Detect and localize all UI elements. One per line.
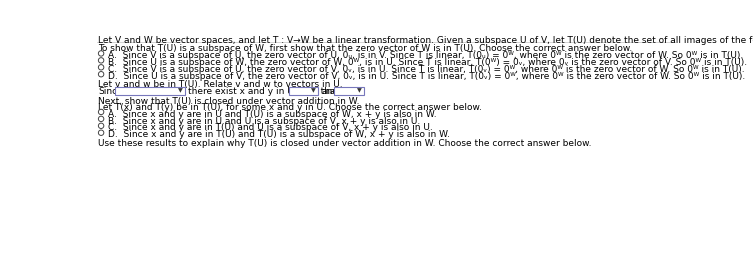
Circle shape — [99, 130, 104, 135]
Text: ▼: ▼ — [357, 89, 361, 94]
Text: Since: Since — [98, 87, 123, 96]
Circle shape — [99, 116, 104, 122]
Text: Let T(x) and T(y) be in T(U), for some x and y in U. Choose the correct answer b: Let T(x) and T(y) be in T(U), for some x… — [98, 103, 482, 113]
Text: Let V and W be vector spaces, and let T : V→W be a linear transformation. Given : Let V and W be vector spaces, and let T … — [98, 36, 753, 45]
Text: To show that T(U) is a subspace of W, first show that the zero vector of W is in: To show that T(U) is a subspace of W, fi… — [98, 44, 633, 53]
FancyBboxPatch shape — [115, 87, 184, 95]
Text: B.  Since U is a subspace of W, the zero vector of W, 0ᵂ, is in U. Since T is li: B. Since U is a subspace of W, the zero … — [108, 58, 747, 67]
Text: ▼: ▼ — [178, 89, 182, 94]
Circle shape — [99, 123, 104, 128]
Circle shape — [99, 109, 104, 115]
Circle shape — [99, 72, 104, 77]
Text: Use these results to explain why T(U) is closed under vector addition in W. Choo: Use these results to explain why T(U) is… — [98, 139, 592, 148]
Text: A.  Since V is a subspace of U, the zero vector of U, 0ᵤ, is in V. Since T is li: A. Since V is a subspace of U, the zero … — [108, 51, 743, 60]
Text: ▼: ▼ — [311, 89, 316, 94]
Text: A.  Since x and y are in U and T(U) is a subspace of W, x + y is also in W.: A. Since x and y are in U and T(U) is a … — [108, 110, 437, 119]
Text: Next, show that T(U) is closed under vector addition in W.: Next, show that T(U) is closed under vec… — [98, 97, 359, 106]
FancyBboxPatch shape — [288, 87, 318, 95]
Text: C.  Since V is a subspace of U, the zero vector of V, 0ᵥ, is in U. Since T is li: C. Since V is a subspace of U, the zero … — [108, 65, 745, 74]
Circle shape — [99, 51, 104, 56]
Text: and: and — [322, 87, 338, 96]
Text: D.  Since x and y are in T(U) and T(U) is a subspace of W, x + y is also in W.: D. Since x and y are in T(U) and T(U) is… — [108, 131, 450, 140]
Text: D.  Since U is a subspace of V, the zero vector of V, 0ᵥ, is in U. Since T is li: D. Since U is a subspace of V, the zero … — [108, 72, 745, 81]
FancyBboxPatch shape — [334, 87, 364, 95]
Text: C.  Since x and y are in T(U) and U is a subspace of V, x + y is also in U.: C. Since x and y are in T(U) and U is a … — [108, 123, 433, 132]
Text: B.  Since x and y are in U and U is a subspace of V, x + y is also in U.: B. Since x and y are in U and U is a sub… — [108, 117, 420, 126]
Text: there exist x and y in U such that: there exist x and y in U such that — [188, 87, 339, 96]
Text: Let v and w be in T(U). Relate v and w to vectors in U.: Let v and w be in T(U). Relate v and w t… — [98, 81, 343, 89]
Circle shape — [99, 58, 104, 63]
Circle shape — [99, 64, 104, 70]
